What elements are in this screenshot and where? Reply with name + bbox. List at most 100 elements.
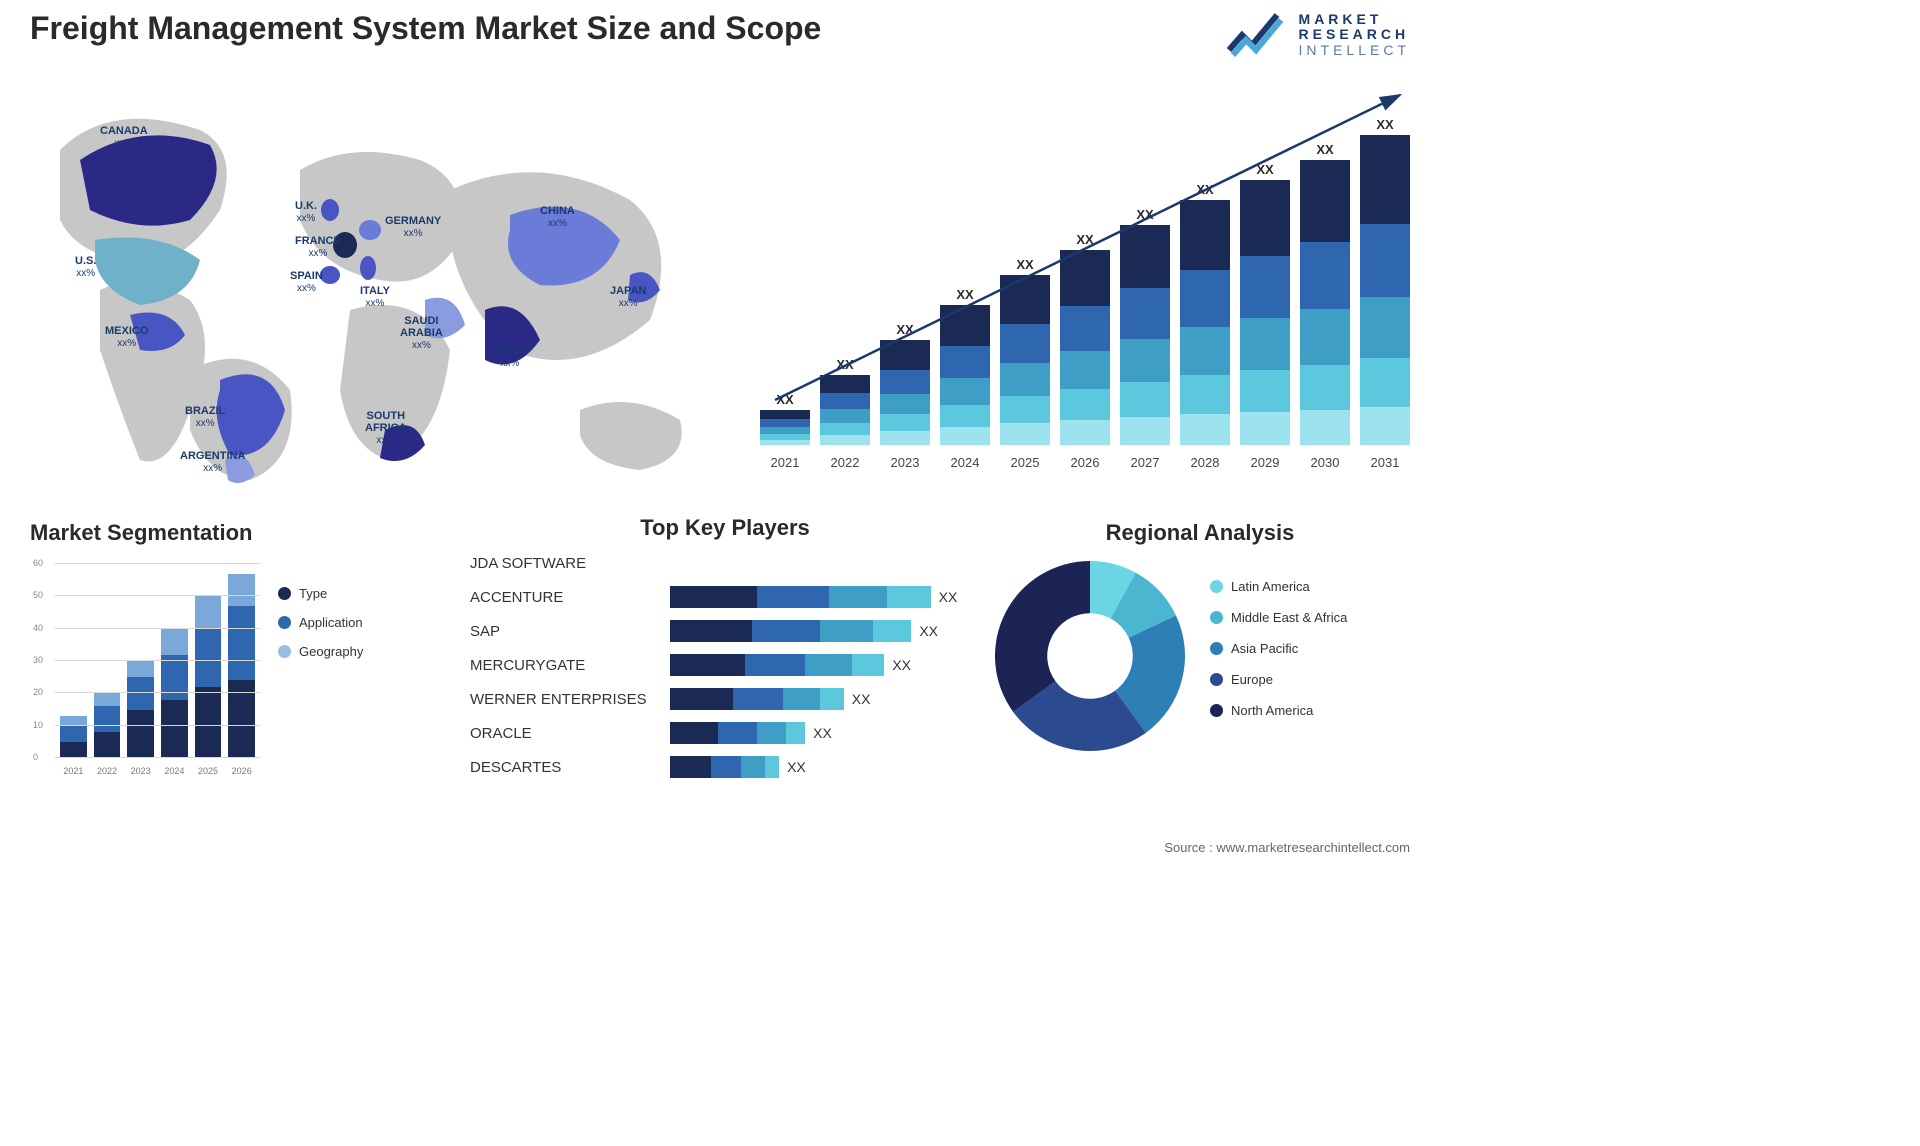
main-bar-segment	[880, 394, 930, 414]
brand-logo: MARKET RESEARCH INTELLECT	[1227, 10, 1410, 60]
main-xlabel: 2026	[1060, 455, 1110, 470]
main-bar-segment	[1300, 160, 1350, 242]
main-bar-2024: XX	[940, 287, 990, 445]
legend-label: Middle East & Africa	[1231, 610, 1347, 625]
seg-xlabel: 2023	[127, 766, 154, 776]
player-name: MERCURYGATE	[470, 657, 670, 674]
main-bar-segment	[1300, 309, 1350, 365]
seg-bar-segment	[195, 629, 222, 687]
seg-gridline: 0	[55, 757, 260, 758]
main-bar-segment	[1300, 410, 1350, 445]
player-bar-segment	[670, 620, 752, 642]
main-bar-segment	[1360, 224, 1410, 297]
main-bar-value: XX	[1016, 257, 1033, 272]
legend-dot	[1210, 704, 1223, 717]
map-label-china: CHINAxx%	[540, 205, 575, 229]
player-bar-segment	[783, 688, 820, 710]
main-xlabel: 2027	[1120, 455, 1170, 470]
seg-bar-2023	[127, 661, 154, 758]
player-bar	[670, 688, 844, 710]
player-row: DESCARTESXX	[470, 751, 980, 783]
seg-bar-segment	[195, 687, 222, 758]
seg-bar-segment	[60, 726, 87, 742]
player-bar-segment	[670, 756, 711, 778]
legend-dot	[1210, 673, 1223, 686]
main-xlabel: 2021	[760, 455, 810, 470]
main-bar-value: XX	[1136, 207, 1153, 222]
logo-text: MARKET RESEARCH INTELLECT	[1299, 12, 1410, 58]
main-bar-segment	[1120, 288, 1170, 339]
seg-xlabel: 2026	[228, 766, 255, 776]
map-label-japan: JAPANxx%	[610, 285, 646, 309]
main-bar-segment	[820, 435, 870, 445]
player-bar	[670, 620, 911, 642]
seg-bar-2021	[60, 716, 87, 758]
legend-dot	[1210, 580, 1223, 593]
logo-mark	[1227, 10, 1287, 60]
map-label-brazil: BRAZILxx%	[185, 405, 225, 429]
legend-dot	[1210, 611, 1223, 624]
logo-line2: RESEARCH	[1299, 27, 1410, 42]
main-bar-segment	[820, 375, 870, 393]
player-bar-segment	[670, 688, 733, 710]
source-attribution: Source : www.marketresearchintellect.com	[1164, 840, 1410, 855]
main-bar-segment	[1000, 324, 1050, 363]
map-label-u-k-: U.K.xx%	[295, 200, 317, 224]
main-bar-segment	[1060, 250, 1110, 306]
main-bar-segment	[1180, 414, 1230, 445]
main-bar-segment	[880, 414, 930, 431]
player-name: WERNER ENTERPRISES	[470, 691, 670, 708]
donut-slice-north-america	[995, 561, 1090, 712]
player-value: XX	[919, 623, 938, 639]
seg-bar-segment	[127, 661, 154, 677]
players-title: Top Key Players	[470, 515, 980, 541]
player-row: JDA SOFTWARE	[470, 547, 980, 579]
main-bar-value: XX	[1316, 142, 1333, 157]
main-bar-2022: XX	[820, 357, 870, 445]
market-growth-chart: XXXXXXXXXXXXXXXXXXXXXX 20212022202320242…	[760, 90, 1410, 470]
player-bar-segment	[670, 586, 757, 608]
player-value: XX	[892, 657, 911, 673]
seg-bar-2024	[161, 629, 188, 758]
main-bar-2023: XX	[880, 322, 930, 445]
seg-gridline: 40	[55, 628, 260, 629]
map-label-argentina: ARGENTINAxx%	[180, 450, 245, 474]
main-bar-2029: XX	[1240, 162, 1290, 445]
player-bar-segment	[757, 586, 829, 608]
player-value: XX	[813, 725, 832, 741]
seg-bar-segment	[161, 700, 188, 758]
region-legend-item: Latin America	[1210, 579, 1347, 594]
map-label-france: FRANCExx%	[295, 235, 341, 259]
map-label-mexico: MEXICOxx%	[105, 325, 148, 349]
player-bar-segment	[887, 586, 930, 608]
segmentation-panel: Market Segmentation 20212022202320242025…	[30, 520, 450, 800]
seg-legend-item: Geography	[278, 644, 363, 659]
seg-bar-segment	[228, 574, 255, 606]
main-bar-segment	[1000, 363, 1050, 396]
player-row: ORACLE XX	[470, 717, 980, 749]
seg-bar-segment	[60, 742, 87, 758]
map-label-south-africa: SOUTHAFRICAxx%	[365, 410, 407, 446]
player-name: SAP	[470, 623, 670, 640]
logo-line1: MARKET	[1299, 12, 1410, 27]
seg-legend-item: Type	[278, 586, 363, 601]
regional-legend: Latin AmericaMiddle East & AfricaAsia Pa…	[1210, 579, 1347, 734]
main-bar-segment	[1060, 351, 1110, 389]
player-name: ORACLE	[470, 725, 670, 742]
main-bar-value: XX	[1376, 117, 1393, 132]
player-row: ACCENTUREXX	[470, 581, 980, 613]
main-xlabel: 2022	[820, 455, 870, 470]
main-bar-segment	[1180, 200, 1230, 270]
main-bar-segment	[1000, 396, 1050, 423]
main-bar-value: XX	[1256, 162, 1273, 177]
player-bar-segment	[820, 688, 844, 710]
seg-xlabel: 2021	[60, 766, 87, 776]
player-bar	[670, 756, 779, 778]
seg-bar-segment	[195, 596, 222, 628]
seg-xlabel: 2024	[161, 766, 188, 776]
seg-gridline: 10	[55, 725, 260, 726]
main-bar-value: XX	[1196, 182, 1213, 197]
main-bar-value: XX	[776, 392, 793, 407]
main-bar-segment	[1360, 358, 1410, 407]
main-bar-2031: XX	[1360, 117, 1410, 445]
